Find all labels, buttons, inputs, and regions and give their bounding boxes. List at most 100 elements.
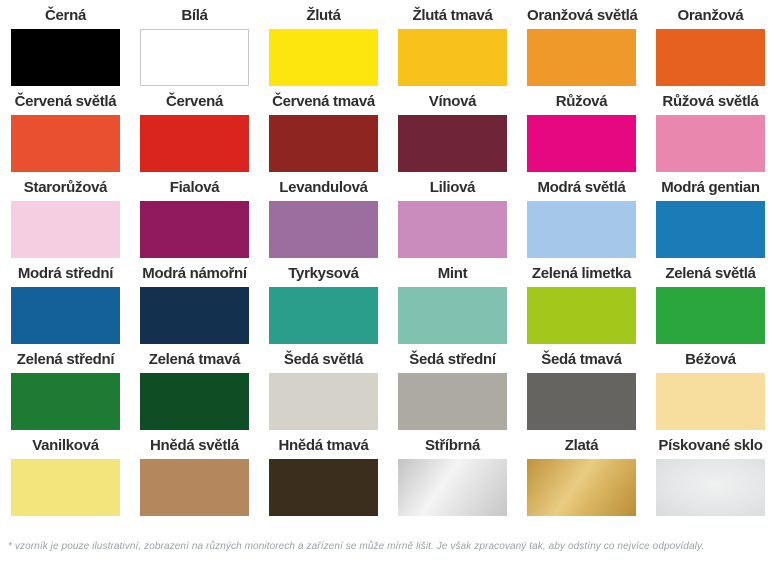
color-swatch [11,459,120,516]
swatch-cell-8: Červená tmavá [269,92,378,172]
swatch-cell-10: Růžová [527,92,636,172]
color-swatch [398,287,507,344]
color-swatch [656,287,765,344]
color-swatch [656,201,765,258]
swatch-label: Modrá střední [17,265,114,282]
swatch-label: Šedá tmavá [541,351,622,368]
color-swatch [269,287,378,344]
color-swatch [398,459,507,516]
swatch-label: Růžová [555,93,608,110]
swatch-label: Pískované sklo [658,437,763,454]
swatch-label: Mint [437,265,468,282]
swatch-cell-6: Červená světlá [11,92,120,172]
swatch-label: Starorůžová [23,179,108,196]
swatch-label: Červená [165,93,224,110]
swatch-label: Liliová [429,179,476,196]
swatch-cell-27: Šedá střední [398,350,507,430]
disclaimer-footnote: * vzorník je pouze ilustrativní, zobraze… [8,541,705,552]
swatch-cell-25: Zelená tmavá [140,350,249,430]
swatch-cell-24: Zelená střední [11,350,120,430]
color-swatch [140,373,249,430]
swatch-cell-31: Hnědá světlá [140,436,249,516]
swatch-cell-3: Žlutá tmavá [398,6,507,86]
swatch-label: Zelená střední [16,351,115,368]
swatch-cell-30: Vanilková [11,436,120,516]
color-swatch [656,115,765,172]
swatch-label: Tyrkysová [288,265,359,282]
color-swatch [527,115,636,172]
color-swatch [140,115,249,172]
color-swatch [527,373,636,430]
swatch-cell-4: Oranžová světlá [527,6,638,86]
color-swatch [269,373,378,430]
swatch-cell-11: Růžová světlá [656,92,765,172]
swatch-label: Stříbrná [424,437,481,454]
color-swatch [269,201,378,258]
swatch-label: Šedá střední [409,351,496,368]
swatch-label: Červená světlá [14,93,117,110]
color-swatch [398,29,507,86]
swatch-label: Modrá gentian [661,179,760,196]
swatch-label: Oranžová světlá [527,7,638,24]
swatch-label: Bílá [181,7,208,24]
swatch-cell-18: Modrá střední [11,264,120,344]
color-swatch [656,373,765,430]
swatch-label: Zelená tmavá [148,351,241,368]
swatch-cell-7: Červená [140,92,249,172]
color-swatch [140,459,249,516]
swatch-label: Růžová světlá [662,93,759,110]
color-swatch [11,287,120,344]
color-swatch [398,201,507,258]
color-swatch [527,29,636,86]
swatch-cell-26: Šedá světlá [269,350,378,430]
color-swatch [398,373,507,430]
swatch-label: Vanilková [32,437,99,454]
swatch-cell-21: Mint [398,264,507,344]
color-swatch [11,115,120,172]
swatch-label: Fialová [169,179,220,196]
swatch-cell-15: Liliová [398,178,507,258]
swatch-cell-13: Fialová [140,178,249,258]
swatch-label: Levandulová [279,179,368,196]
swatch-label: Šedá světlá [283,351,364,368]
swatch-label: Modrá námořní [142,265,247,282]
swatch-cell-35: Pískované sklo [656,436,765,516]
swatch-cell-0: Černá [11,6,120,86]
swatch-label: Zelená světlá [665,265,756,282]
color-swatch [11,201,120,258]
color-swatch [527,201,636,258]
color-swatch [656,29,765,86]
swatch-cell-34: Zlatá [527,436,636,516]
color-swatch [140,29,249,86]
color-swatch [11,373,120,430]
swatch-cell-20: Tyrkysová [269,264,378,344]
swatch-cell-33: Stříbrná [398,436,507,516]
swatch-cell-23: Zelená světlá [656,264,765,344]
swatch-label: Hnědá tmavá [278,437,369,454]
swatch-label: Zelená limetka [531,265,632,282]
color-swatch [398,115,507,172]
swatch-cell-5: Oranžová [656,6,765,86]
color-swatch [140,287,249,344]
swatch-label: Žlutá [306,7,341,24]
swatch-cell-1: Bílá [140,6,249,86]
color-swatch [269,459,378,516]
swatch-cell-16: Modrá světlá [527,178,636,258]
color-swatch [269,115,378,172]
swatch-label: Béžová [685,351,736,368]
swatch-cell-12: Starorůžová [11,178,120,258]
swatch-cell-19: Modrá námořní [140,264,249,344]
swatch-cell-22: Zelená limetka [527,264,636,344]
swatch-cell-32: Hnědá tmavá [269,436,378,516]
swatch-label: Černá [44,7,87,24]
swatch-cell-29: Béžová [656,350,765,430]
color-swatch [11,29,120,86]
swatch-label: Hnědá světlá [150,437,239,454]
swatch-label: Zlatá [564,437,599,454]
swatch-cell-14: Levandulová [269,178,378,258]
color-swatch [140,201,249,258]
swatch-label: Oranžová [677,7,744,24]
swatch-label: Modrá světlá [537,179,626,196]
swatch-cell-9: Vínová [398,92,507,172]
